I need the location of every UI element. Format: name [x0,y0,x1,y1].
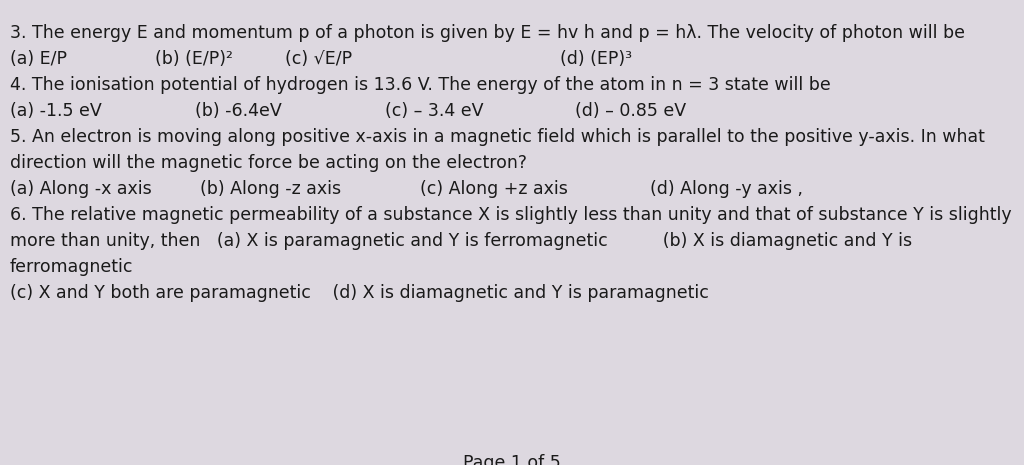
Text: 6. The relative magnetic permeability of a substance X is slightly less than uni: 6. The relative magnetic permeability of… [10,206,1012,224]
Text: (b) Along -z axis: (b) Along -z axis [200,180,341,198]
Text: (d) (EP)³: (d) (EP)³ [560,50,632,68]
Text: (b) -6.4eV: (b) -6.4eV [195,102,282,120]
Text: (d) – 0.85 eV: (d) – 0.85 eV [575,102,686,120]
Text: (c) – 3.4 eV: (c) – 3.4 eV [385,102,483,120]
Text: (c) Along +z axis: (c) Along +z axis [420,180,568,198]
Text: (a) -1.5 eV: (a) -1.5 eV [10,102,101,120]
Text: (c) √E/P: (c) √E/P [285,50,352,68]
Text: 5. An electron is moving along positive x-axis in a magnetic field which is para: 5. An electron is moving along positive … [10,128,985,146]
Text: (c) X and Y both are paramagnetic: (c) X and Y both are paramagnetic [10,284,311,302]
Text: (a) E/P: (a) E/P [10,50,67,68]
Text: direction will the magnetic force be acting on the electron?: direction will the magnetic force be act… [10,154,527,172]
Text: (d) Along -y axis ,: (d) Along -y axis , [650,180,803,198]
Text: (b) (E/P)²: (b) (E/P)² [155,50,232,68]
Text: Page 1 of 5: Page 1 of 5 [463,454,561,465]
Text: (d) X is diamagnetic and Y is paramagnetic: (d) X is diamagnetic and Y is paramagnet… [305,284,709,302]
Text: more than unity, then   (a) X is paramagnetic and Y is ferromagnetic          (b: more than unity, then (a) X is paramagne… [10,232,912,250]
Text: 3. The energy E and momentum p of a photon is given by E = hv h and p = hλ. The : 3. The energy E and momentum p of a phot… [10,24,965,42]
Text: 4. The ionisation potential of hydrogen is 13.6 V. The energy of the atom in n =: 4. The ionisation potential of hydrogen … [10,76,830,94]
Text: ferromagnetic: ferromagnetic [10,258,133,276]
Text: (a) Along -x axis: (a) Along -x axis [10,180,152,198]
